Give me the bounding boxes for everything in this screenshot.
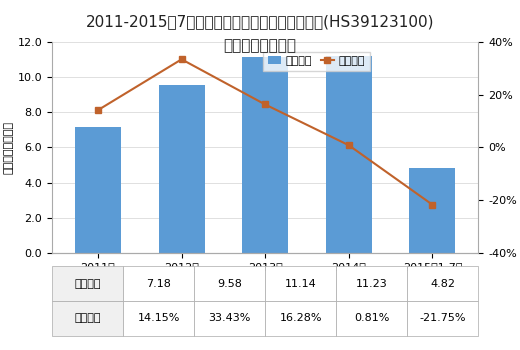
Bar — [159, 84, 204, 253]
Text: 2011-2015年7月初级形状的罧甲基纤维素及其盐(HS39123100): 2011-2015年7月初级形状的罧甲基纤维素及其盐(HS39123100) — [86, 14, 434, 29]
Bar — [75, 127, 121, 253]
Bar — [326, 56, 372, 253]
Legend: 出口数量, 同比增长: 出口数量, 同比增长 — [263, 52, 370, 71]
Bar — [242, 57, 288, 253]
Text: 出口量及增速统计: 出口量及增速统计 — [224, 38, 296, 54]
Bar — [409, 168, 456, 253]
Y-axis label: 出口数量（万吨）: 出口数量（万吨） — [3, 121, 14, 174]
